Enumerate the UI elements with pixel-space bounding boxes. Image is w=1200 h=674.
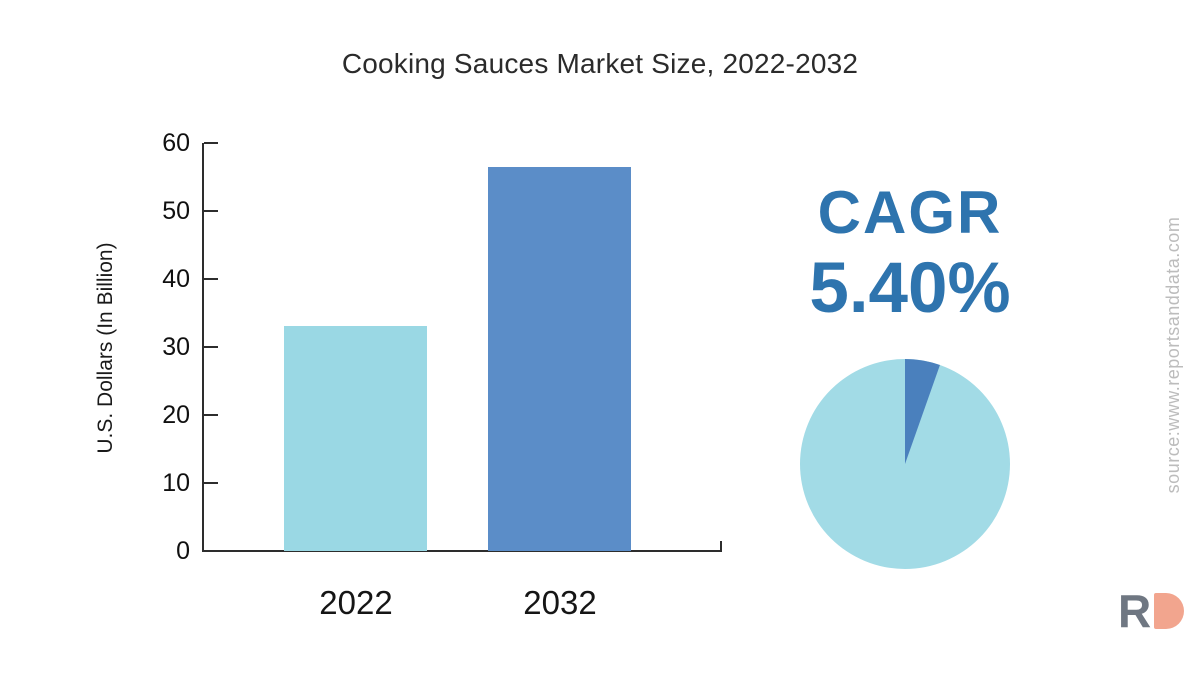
- chart-title: Cooking Sauces Market Size, 2022-2032: [341, 48, 859, 79]
- y-tick-50: [204, 210, 218, 212]
- y-tick-label: 10: [162, 469, 190, 497]
- pie-slice: [905, 359, 940, 464]
- source-attribution: source:www.reportsanddata.com: [1163, 216, 1183, 494]
- reports-and-data-logo: R: [1118, 588, 1198, 638]
- y-tick-40: [204, 278, 218, 280]
- y-axis-title: U.S. Dollars (In Billion): [94, 242, 117, 454]
- y-tick-10: [204, 482, 218, 484]
- bar-2022: [284, 325, 427, 551]
- cagr-value: 5.40%: [809, 249, 1011, 328]
- cagr-callout: CAGR 5.40%: [770, 180, 1050, 328]
- bar-2032: [488, 166, 631, 551]
- pie-svg: [800, 359, 1010, 569]
- y-tick-20: [204, 414, 218, 416]
- logo-d-shape-icon: [1154, 593, 1184, 629]
- y-tick-30: [204, 346, 218, 348]
- y-tick-label: 20: [162, 401, 190, 429]
- x-axis-end-tick: [720, 541, 722, 552]
- y-tick-label: 0: [176, 537, 190, 565]
- logo-letter-r: R: [1118, 585, 1152, 637]
- y-axis-line: [202, 143, 204, 552]
- y-tick-60: [204, 142, 218, 144]
- y-tick-label: 60: [162, 129, 190, 157]
- x-label-2032: 2032: [523, 584, 597, 621]
- pie-chart: [800, 358, 1010, 570]
- y-tick-label: 30: [162, 333, 190, 361]
- cagr-label: CAGR: [817, 179, 1003, 246]
- x-label-2022: 2022: [319, 584, 393, 621]
- x-axis-line: [202, 550, 722, 552]
- y-tick-label: 50: [162, 197, 190, 225]
- y-tick-label: 40: [162, 265, 190, 293]
